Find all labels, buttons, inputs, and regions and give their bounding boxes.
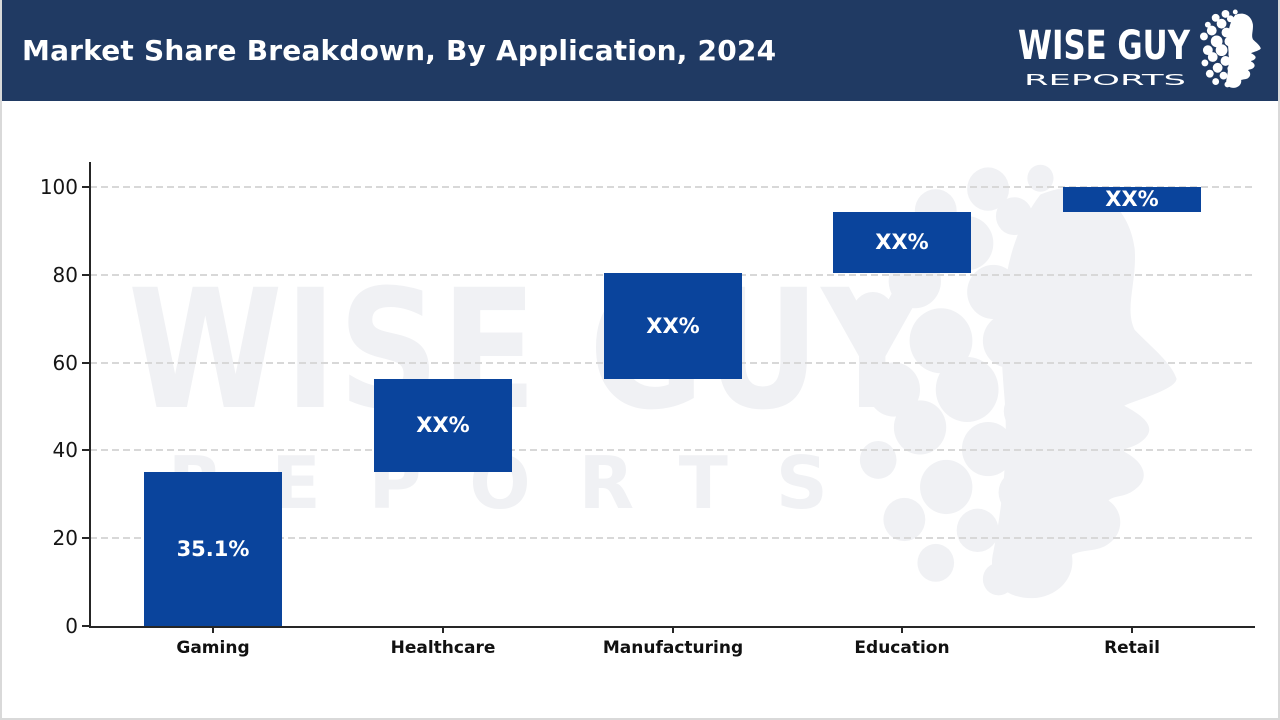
bar-education: XX% [833, 211, 971, 274]
y-tick-mark-20 [82, 537, 90, 540]
bar-value-label-gaming: 35.1% [176, 536, 250, 561]
y-tick-mark-40 [82, 449, 90, 452]
header-bar: Market Share Breakdown, By Application, … [2, 0, 1278, 101]
bar-manufacturing: XX% [604, 273, 742, 379]
y-tick-label-0: 0 [65, 614, 78, 638]
category-label-healthcare: Healthcare [390, 638, 496, 658]
y-tick-label-80: 80 [52, 262, 78, 287]
y-tick-mark-0 [82, 625, 90, 627]
category-label-education: Education [854, 638, 950, 658]
x-tick-mark-education [901, 626, 903, 633]
y-tick-label-20: 20 [52, 526, 78, 551]
logo-face-icon [1200, 8, 1261, 88]
x-tick-mark-manufacturing [672, 626, 674, 633]
x-tick-mark-gaming [212, 626, 214, 633]
chart-title: Market Share Breakdown, By Application, … [22, 34, 777, 67]
bar-retail: XX% [1063, 187, 1201, 212]
category-label-gaming: Gaming [176, 638, 250, 658]
bar-healthcare: XX% [374, 378, 512, 472]
gridline-40 [90, 449, 1255, 452]
watermark-line1: WISE GUY [128, 254, 925, 446]
y-tick-label-40: 40 [52, 438, 78, 463]
x-tick-mark-healthcare [442, 626, 444, 633]
bar-value-label-education: XX% [875, 230, 929, 255]
gridline-100 [90, 186, 1255, 188]
logo-wise-guy-text: WISE GUY [1018, 23, 1191, 69]
wise-guy-logo: WISE GUY REPORTS [1016, 7, 1268, 95]
y-tick-mark-80 [82, 273, 90, 276]
y-tick-mark-60 [82, 361, 90, 364]
category-label-manufacturing: Manufacturing [602, 638, 744, 658]
watermark-wise-guy-text: WISE GUY REPORTS [128, 254, 1065, 520]
category-label-retail: Retail [1104, 638, 1160, 658]
y-tick-label-60: 60 [52, 350, 78, 375]
y-tick-mark-100 [82, 186, 90, 188]
bar-gaming: 35.1% [144, 471, 282, 626]
bar-value-label-retail: XX% [1105, 187, 1159, 212]
x-tick-mark-retail [1131, 626, 1133, 633]
gridline-20 [90, 537, 1255, 540]
logo-reports-text: REPORTS [1024, 71, 1186, 89]
y-tick-label-100: 100 [39, 175, 78, 199]
bar-value-label-healthcare: XX% [416, 413, 470, 438]
y-axis-line [89, 162, 91, 628]
bar-value-label-manufacturing: XX% [646, 313, 700, 338]
